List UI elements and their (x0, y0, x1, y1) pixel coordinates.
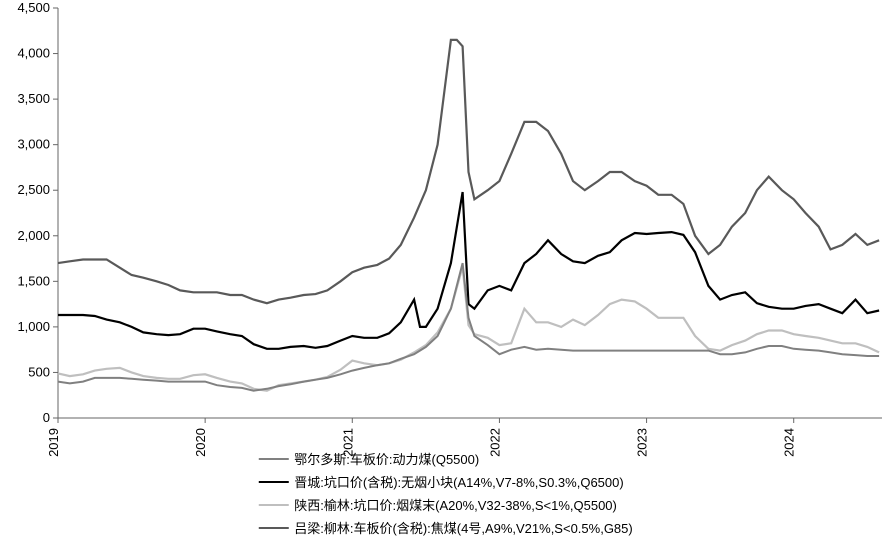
y-tick-label: 500 (28, 364, 50, 379)
x-tick-label: 2020 (193, 428, 208, 457)
series-liulin (58, 40, 879, 303)
legend-label: 陕西:榆林:坑口价:烟煤末(A20%,V32-38%,S<1%,Q5500) (294, 495, 617, 514)
legend-label: 吕梁:柳林:车板价(含税):焦煤(4号,A9%,V21%,S<0.5%,G85) (294, 518, 632, 537)
y-tick-label: 2,500 (17, 182, 50, 197)
legend-item-yulin: 陕西:榆林:坑口价:烟煤末(A20%,V32-38%,S<1%,Q5500) (258, 495, 617, 514)
y-tick-label: 3,500 (17, 91, 50, 106)
legend-label: 鄂尔多斯:车板价:动力煤(Q5500) (294, 449, 479, 468)
x-tick-label: 2019 (46, 428, 61, 457)
legend-swatch (258, 504, 288, 506)
legend-label: 晋城:坑口价(含税):无烟小块(A14%,V7-8%,S0.3%,Q6500) (294, 472, 623, 491)
legend-swatch (258, 458, 288, 460)
y-tick-label: 1,500 (17, 273, 50, 288)
legend: 鄂尔多斯:车板价:动力煤(Q5500) 晋城:坑口价(含税):无烟小块(A14%,… (258, 447, 632, 539)
y-tick-label: 1,000 (17, 319, 50, 334)
y-tick-label: 4,500 (17, 0, 50, 15)
y-tick-label: 0 (43, 410, 50, 425)
legend-swatch (258, 527, 288, 529)
y-tick-label: 4,000 (17, 46, 50, 61)
y-tick-label: 3,000 (17, 137, 50, 152)
legend-item-jincheng: 晋城:坑口价(含税):无烟小块(A14%,V7-8%,S0.3%,Q6500) (258, 472, 623, 491)
x-tick-label: 2024 (782, 428, 797, 457)
legend-swatch (258, 481, 288, 483)
legend-item-ordos: 鄂尔多斯:车板价:动力煤(Q5500) (258, 449, 479, 468)
legend-item-liulin: 吕梁:柳林:车板价(含税):焦煤(4号,A9%,V21%,S<0.5%,G85) (258, 518, 632, 537)
x-tick-label: 2023 (635, 428, 650, 457)
coal-price-chart: 0 500 1,000 1,500 2,000 2,500 3,000 3,500 4,000 4… (0, 0, 891, 547)
y-tick-label: 2,000 (17, 228, 50, 243)
